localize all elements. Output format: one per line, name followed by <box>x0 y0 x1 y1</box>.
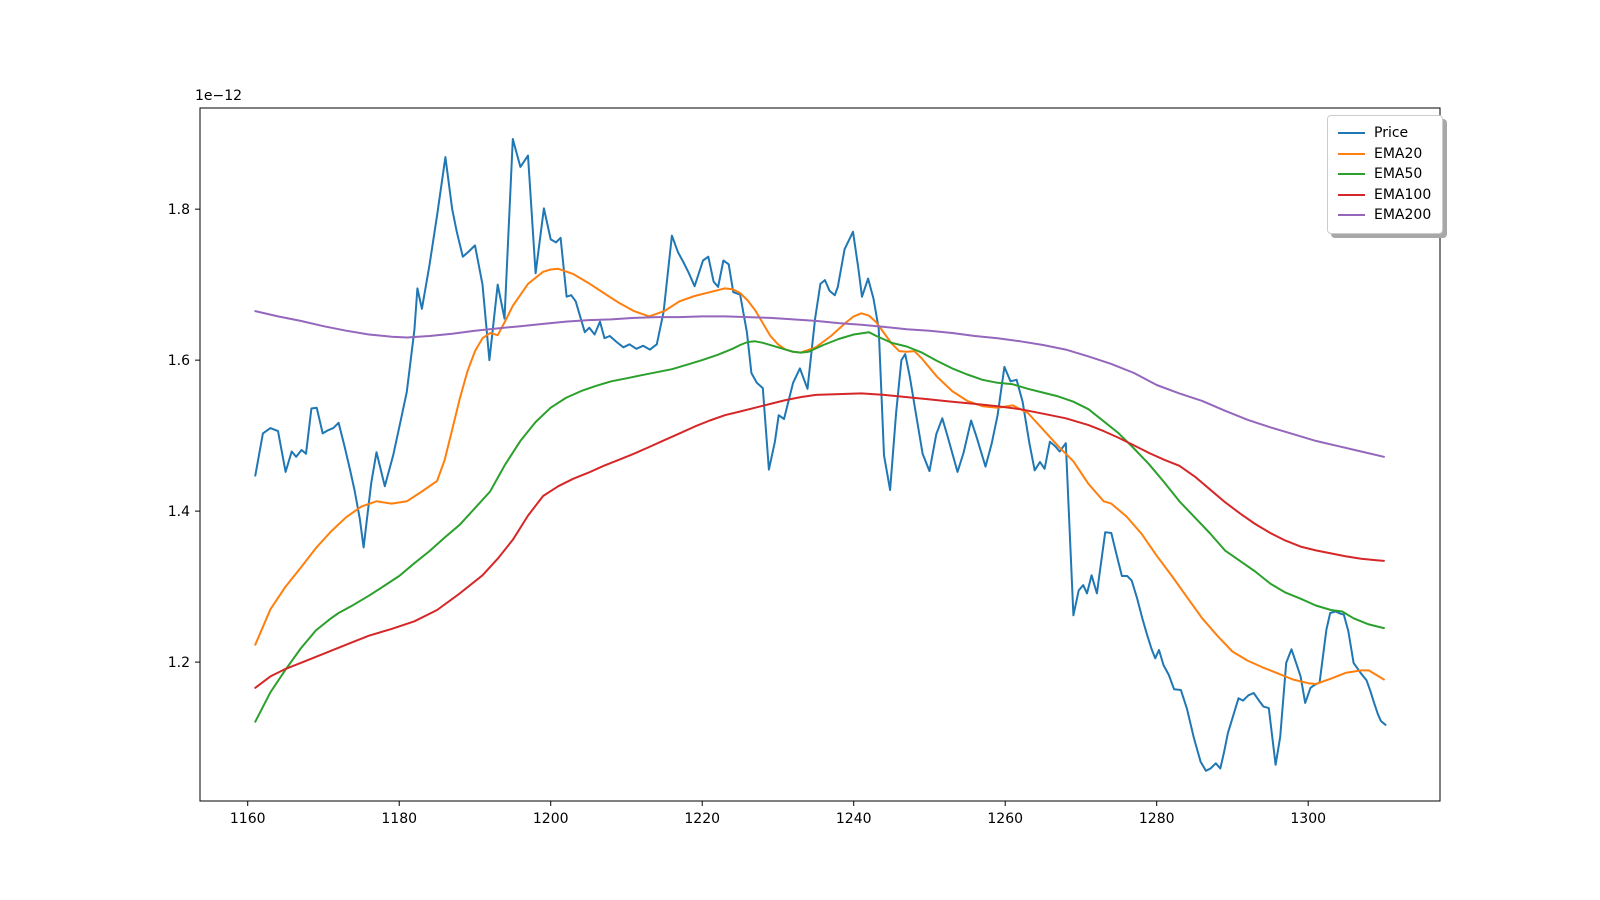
legend-label-ema20: EMA20 <box>1374 145 1423 162</box>
y-tick-label: 1.8 <box>168 202 190 218</box>
x-tick-label: 1220 <box>684 811 720 827</box>
legend-item-price: Price <box>1338 123 1431 144</box>
series-line-ema50 <box>254 331 1385 723</box>
legend-label-price: Price <box>1374 125 1409 142</box>
y-tick-label: 1.6 <box>168 353 190 369</box>
legend: Price EMA20 EMA50 EMA100 EMA200 <box>1327 115 1444 234</box>
y-axis-offset-label: 1e−12 <box>195 88 243 104</box>
legend-line-swatch-price <box>1338 132 1365 135</box>
legend-line-swatch-ema100 <box>1338 193 1365 196</box>
series-line-ema20 <box>254 267 1385 685</box>
legend-label-ema50: EMA50 <box>1374 166 1423 183</box>
y-tick-label: 1.4 <box>168 504 190 520</box>
legend-line-swatch-ema50 <box>1338 173 1365 176</box>
x-tick-label: 1180 <box>381 811 417 827</box>
legend-line-swatch-ema200 <box>1338 214 1365 217</box>
legend-label-ema200: EMA200 <box>1374 207 1432 224</box>
x-tick-label: 1300 <box>1290 811 1326 827</box>
y-tick-label: 1.2 <box>168 655 190 671</box>
x-tick-label: 1240 <box>836 811 872 827</box>
x-tick-label: 1260 <box>987 811 1023 827</box>
x-tick-label: 1160 <box>230 811 266 827</box>
legend-item-ema200: EMA200 <box>1338 205 1431 226</box>
legend-item-ema20: EMA20 <box>1338 144 1431 165</box>
series-line-price <box>254 138 1387 772</box>
legend-item-ema100: EMA100 <box>1338 185 1431 206</box>
legend-item-ema50: EMA50 <box>1338 164 1431 185</box>
series-line-ema100 <box>254 392 1385 689</box>
legend-label-ema100: EMA100 <box>1374 186 1432 203</box>
x-tick-label: 1280 <box>1139 811 1175 827</box>
series-line-ema200 <box>254 310 1385 458</box>
legend-line-swatch-ema20 <box>1338 152 1365 155</box>
x-tick-label: 1200 <box>533 811 569 827</box>
